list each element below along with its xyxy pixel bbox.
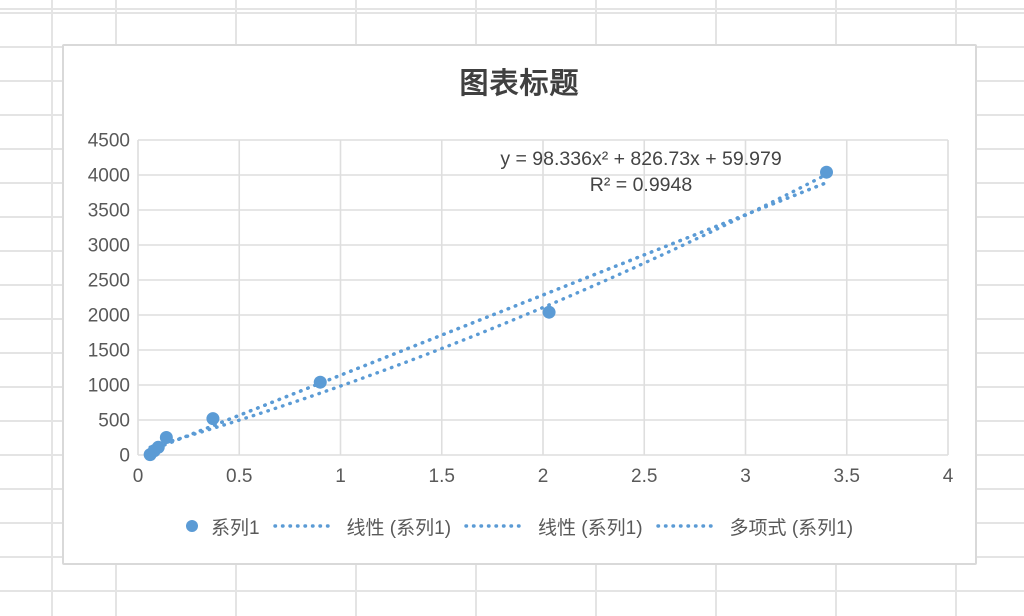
x-tick-label: 1 [335,466,346,487]
x-tick-label: 2 [538,466,549,487]
legend-item-linear-2[interactable]: 线性 (系列1) [463,513,643,540]
plot-area: 0 500 1000 1500 2000 2500 3000 3500 4000 4500 0 0.5… [88,131,954,488]
data-point[interactable] [206,412,220,426]
legend-label: 线性 (系列1) [346,517,452,539]
chart-legend[interactable]: 系列1 线性 (系列1) 线性 (系列1) 多项式 (系列1) [64,510,975,542]
x-tick-label: 4 [943,466,954,487]
y-tick-label: 2000 [88,306,130,327]
y-tick-label: 4000 [88,166,130,187]
equation-line: y = 98.336x² + 826.73x + 59.979 [500,148,782,170]
legend-item-polynomial[interactable]: 多项式 (系列1) [655,513,854,540]
legend-label: 多项式 (系列1) [729,517,854,539]
y-tick-label: 1000 [88,376,130,397]
dotted-line-icon [272,523,334,529]
dotted-line-icon [655,523,717,529]
y-tick-label: 500 [98,411,130,432]
trendline-polynomial[interactable] [148,172,829,449]
x-tick-label: 3.5 [834,466,860,487]
y-tick-label: 4500 [88,131,130,152]
chart-object[interactable]: 图表标题 0 500 1000 1500 2000 2500 3000 3500 4000 450… [62,44,977,565]
data-point[interactable] [159,431,173,444]
y-tick-label: 3000 [88,236,130,257]
y-tick-label: 0 [119,446,130,467]
x-tick-label: 1.5 [429,466,455,487]
chart-title[interactable]: 图表标题 [459,68,580,100]
legend-label: 系列1 [210,517,260,539]
data-point[interactable] [820,165,833,179]
r-squared-line: R² = 0.9948 [589,174,693,196]
x-tick-label: 0.5 [226,466,252,487]
legend-item-series1[interactable]: 系列1 [185,513,260,540]
data-point[interactable] [313,375,327,389]
legend-item-linear-1[interactable]: 线性 (系列1) [272,513,452,540]
series-marker-icon [185,520,198,532]
y-tick-label: 3500 [88,201,130,222]
y-tick-label: 2500 [88,271,130,292]
x-tick-label: 0 [133,466,144,487]
x-tick-label: 3 [740,466,751,487]
y-tick-label: 1500 [88,341,130,362]
trendline-linear[interactable] [148,180,829,453]
trendline-equation[interactable]: y = 98.336x² + 826.73x + 59.979 R² = 0.9… [476,146,806,198]
data-point[interactable] [151,440,165,454]
x-tick-label: 2.5 [631,466,657,487]
data-point[interactable] [542,305,556,319]
dotted-line-icon [463,523,525,529]
legend-label: 线性 (系列1) [538,517,643,539]
